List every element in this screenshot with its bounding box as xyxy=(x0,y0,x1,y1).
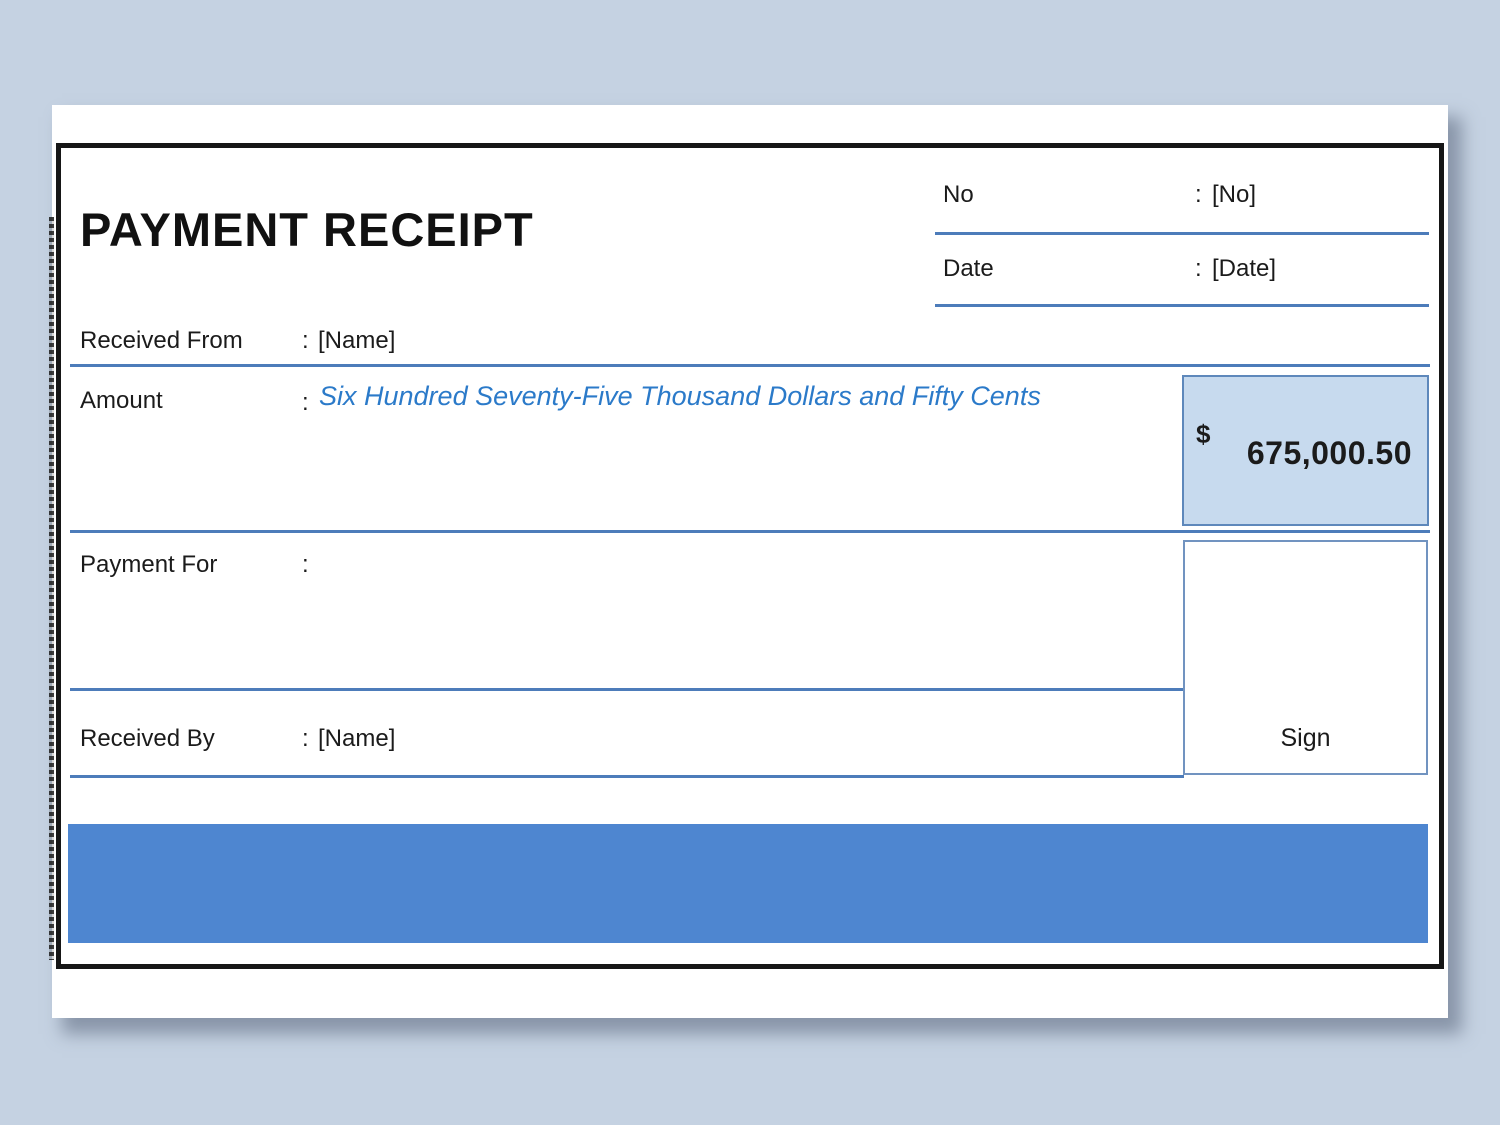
amount-label: Amount xyxy=(80,387,163,414)
received-from-divider xyxy=(70,364,1430,367)
date-value-placeholder[interactable]: [Date] xyxy=(1212,255,1277,282)
amount-in-words[interactable]: Six Hundred Seventy-Five Thousand Dollar… xyxy=(319,381,1041,411)
received-by-colon: : xyxy=(302,725,309,752)
no-value-placeholder[interactable]: [No] xyxy=(1212,181,1257,208)
receipt-page: PAYMENT RECEIPT No : [No] Date : [Date] … xyxy=(49,105,1448,1018)
sign-label: Sign xyxy=(1280,724,1331,752)
no-underline xyxy=(935,232,1429,235)
payment-for-label: Payment For xyxy=(80,551,218,578)
payment-for-divider xyxy=(70,688,1184,691)
signature-box[interactable]: Sign xyxy=(1183,540,1428,775)
date-underline xyxy=(935,304,1429,307)
page-title: PAYMENT RECEIPT xyxy=(80,203,534,256)
date-colon: : xyxy=(1195,255,1202,282)
received-by-label: Received By xyxy=(80,725,215,752)
received-by-value-placeholder[interactable]: [Name] xyxy=(318,725,396,752)
date-label: Date xyxy=(943,255,994,282)
received-by-divider xyxy=(70,775,1184,778)
amount-colon: : xyxy=(302,389,309,416)
amount-value: 675,000.50 xyxy=(1246,435,1412,471)
amount-box[interactable]: $ 675,000.50 xyxy=(1182,375,1429,526)
currency-symbol: $ xyxy=(1196,419,1211,449)
page-perforated-edge xyxy=(49,217,54,960)
received-from-colon: : xyxy=(302,327,309,354)
received-from-value-placeholder[interactable]: [Name] xyxy=(318,327,396,354)
no-colon: : xyxy=(1195,181,1202,208)
bottom-accent-bar xyxy=(68,824,1428,943)
no-label: No xyxy=(943,181,974,208)
received-from-label: Received From xyxy=(80,327,243,354)
amount-divider xyxy=(70,530,1430,533)
payment-for-colon: : xyxy=(302,551,309,578)
receipt-form: PAYMENT RECEIPT No : [No] Date : [Date] … xyxy=(56,143,1444,969)
